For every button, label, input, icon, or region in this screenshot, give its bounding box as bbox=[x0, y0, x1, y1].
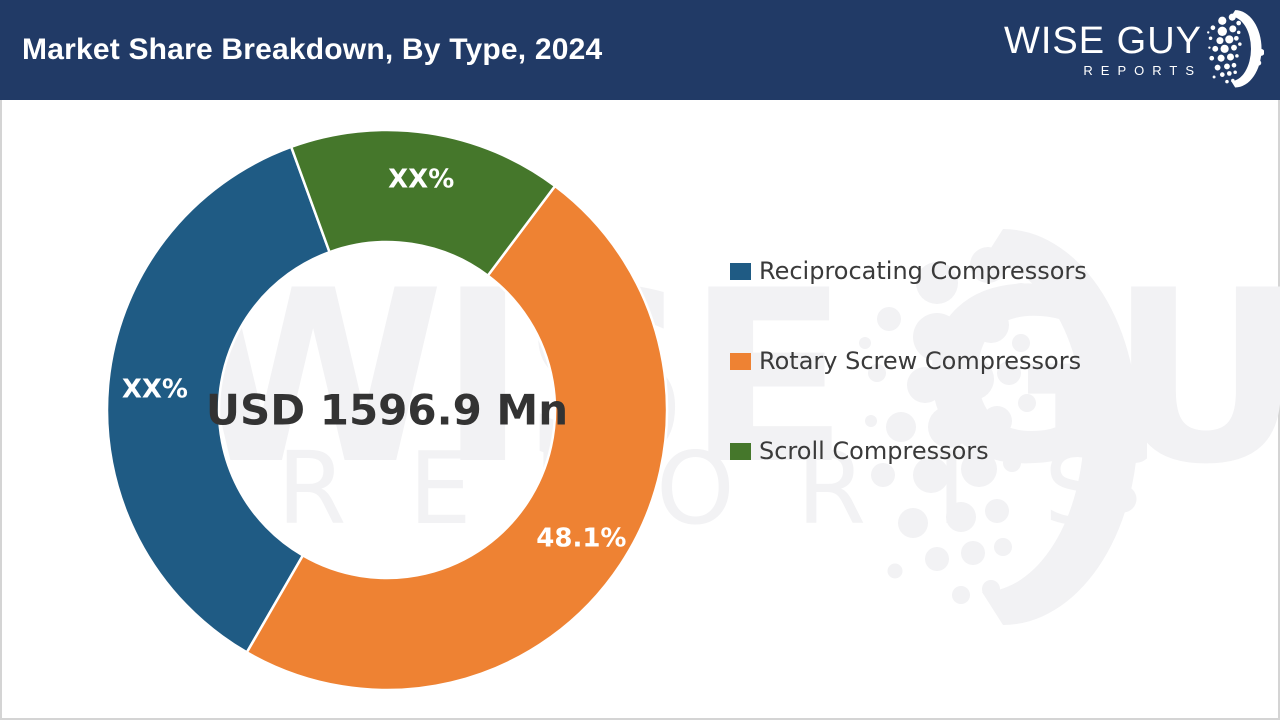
chart-legend: Reciprocating Compressors Rotary Screw C… bbox=[730, 244, 1087, 514]
legend-swatch-orange bbox=[730, 352, 751, 370]
donut-slice-reciprocating-compressors[interactable] bbox=[105, 145, 332, 655]
donut-chart: XX% 48.1% XX% bbox=[105, 128, 669, 692]
watermark-face-icon bbox=[859, 229, 1147, 625]
legend-label: Scroll Compressors bbox=[759, 437, 989, 465]
legend-item-scroll-compressors[interactable]: Scroll Compressors bbox=[730, 424, 1087, 478]
slice-label-rotary-screw-compressors: 48.1% bbox=[536, 523, 626, 553]
legend-label: Reciprocating Compressors bbox=[759, 257, 1087, 285]
chart-canvas: WISE GUY REPORTS bbox=[0, 100, 1280, 720]
legend-item-rotary-screw-compressors[interactable]: Rotary Screw Compressors bbox=[730, 334, 1087, 388]
donut-slice-rotary-screw-compressors[interactable] bbox=[245, 184, 669, 692]
header-bar: Market Share Breakdown, By Type, 2024 WI… bbox=[0, 0, 1280, 100]
slice-label-reciprocating-compressors: XX% bbox=[122, 375, 188, 405]
brand-logo: WISE GUY REPORTS bbox=[1004, 0, 1264, 100]
legend-swatch-blue bbox=[730, 262, 751, 280]
brand-subname: REPORTS bbox=[1083, 63, 1202, 78]
donut-slice-scroll-compressors[interactable] bbox=[289, 128, 557, 278]
slice-label-scroll-compressors: XX% bbox=[388, 165, 454, 195]
legend-swatch-green bbox=[730, 442, 751, 460]
legend-item-reciprocating-compressors[interactable]: Reciprocating Compressors bbox=[730, 244, 1087, 298]
wiseguy-face-icon bbox=[1207, 10, 1264, 88]
donut-center-value: USD 1596.9 Mn bbox=[205, 385, 569, 435]
brand-name: WISE GUY bbox=[1003, 20, 1202, 62]
legend-label: Rotary Screw Compressors bbox=[759, 347, 1082, 375]
brand-logo-text: WISE GUY REPORTS bbox=[1004, 22, 1202, 78]
page-title: Market Share Breakdown, By Type, 2024 bbox=[22, 33, 603, 66]
